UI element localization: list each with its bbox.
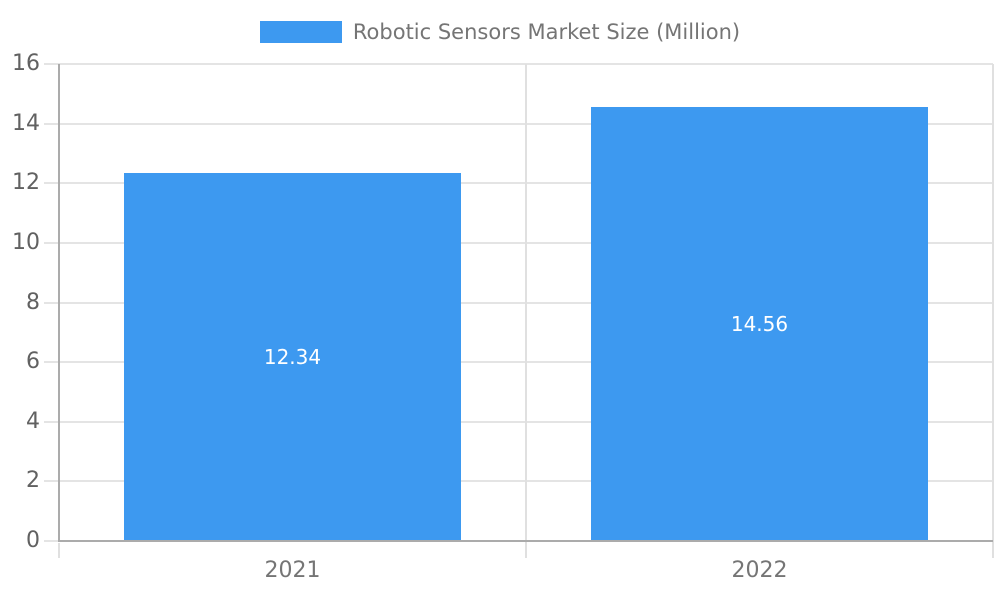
y-tick-label: 14	[12, 110, 40, 136]
category-separator	[525, 64, 527, 558]
legend-swatch	[259, 21, 342, 43]
y-tick-label: 4	[26, 408, 40, 434]
axis-tick	[58, 543, 60, 558]
legend: Robotic Sensors Market Size (Million)	[0, 21, 1000, 43]
x-tick-label: 2022	[731, 558, 788, 583]
gridline	[44, 480, 993, 483]
gridline	[44, 420, 993, 423]
gridline	[44, 301, 993, 304]
bar-value-label: 12.34	[263, 345, 322, 370]
legend-label: Robotic Sensors Market Size (Million)	[352, 20, 741, 44]
bar: 14.56	[590, 106, 929, 541]
gridline	[44, 122, 993, 125]
gridline	[44, 63, 993, 65]
gridline	[44, 241, 993, 244]
category-separator	[992, 64, 994, 558]
bar-value-label: 14.56	[730, 311, 789, 336]
gridline	[44, 182, 993, 185]
plot-area: 0 2 4 6 8 10 12 14 16 12.34 14.56 2021 2022	[12, 51, 994, 583]
y-tick-label: 16	[12, 51, 40, 76]
gridline	[44, 361, 993, 364]
y-tick-label: 12	[12, 170, 40, 196]
x-axis-line	[58, 540, 993, 542]
y-tick-label: 8	[26, 289, 40, 315]
bar: 12.34	[123, 173, 462, 541]
y-axis-line	[58, 64, 60, 541]
y-tick-label: 10	[12, 229, 40, 255]
y-tick-label: 6	[26, 349, 40, 375]
y-tick-label: 0	[26, 528, 40, 553]
x-tick-label: 2021	[264, 558, 321, 583]
y-tick-label: 2	[26, 468, 40, 494]
